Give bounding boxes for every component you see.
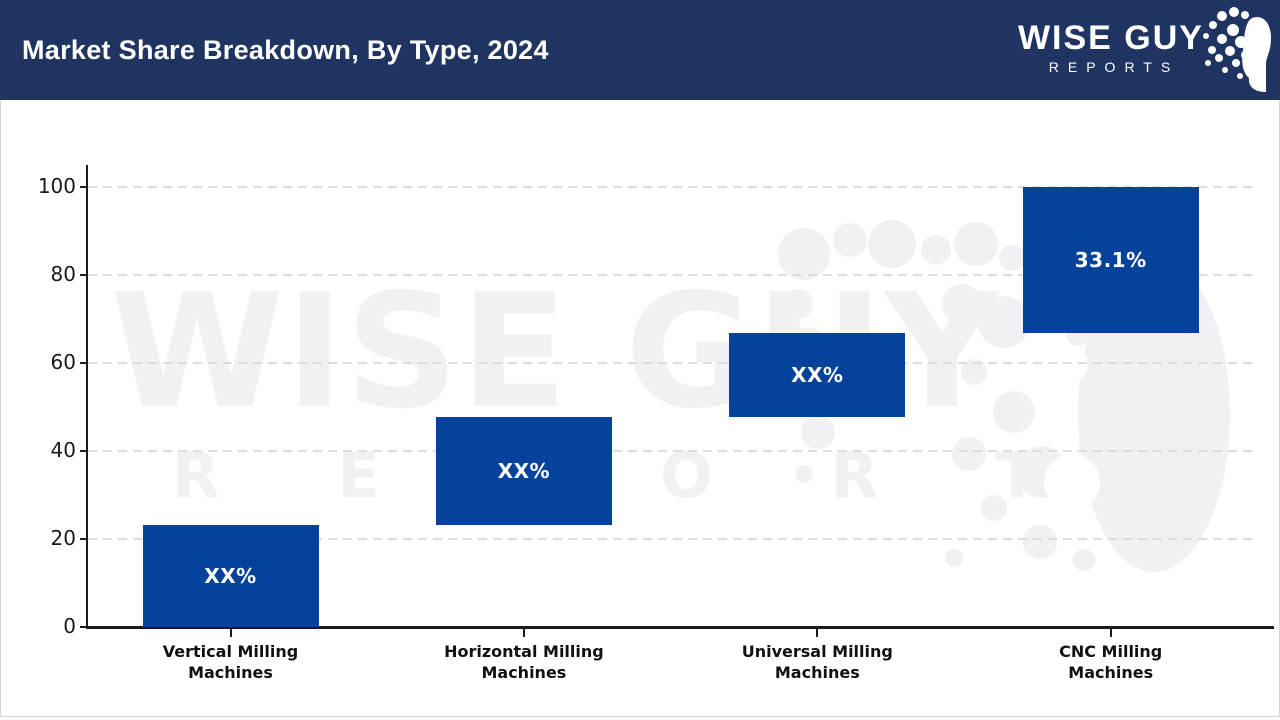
x-tick xyxy=(1109,629,1112,637)
brand-logo: WISE GUY REPORTS xyxy=(1014,6,1272,94)
bar-segment: 33.1% xyxy=(1022,187,1199,333)
y-tick xyxy=(80,538,87,540)
header-bar: Market Share Breakdown, By Type, 2024 WI… xyxy=(0,0,1280,100)
bar-segment: XX% xyxy=(729,332,906,418)
gridline-y60 xyxy=(88,362,1258,364)
x-axis-line xyxy=(86,626,1274,629)
gridline-y80 xyxy=(88,274,1258,276)
bar-value-label: 33.1% xyxy=(1074,247,1147,272)
category-label: Universal Milling Machines xyxy=(741,642,893,682)
category-label: Vertical Milling Machines xyxy=(162,642,299,682)
bar-value-label: XX% xyxy=(791,362,844,387)
gridline-y20 xyxy=(88,538,1258,540)
category-label: CNC Milling Machines xyxy=(1059,642,1163,682)
watermark-face-dots-graphic xyxy=(778,220,1230,572)
y-tick-label: 100 xyxy=(37,174,76,198)
bar-value-label: XX% xyxy=(204,563,257,588)
x-tick xyxy=(522,629,525,637)
x-tick xyxy=(816,629,819,637)
brand-name: WISE GUY xyxy=(1017,19,1204,57)
y-tick-label: 60 xyxy=(50,350,76,374)
y-tick-label: 40 xyxy=(50,438,76,462)
bar-segment: XX% xyxy=(142,524,319,627)
y-axis-line xyxy=(86,165,88,629)
x-tick xyxy=(229,629,232,637)
category-label: Horizontal Milling Machines xyxy=(444,642,604,682)
bar-value-label: XX% xyxy=(497,459,551,483)
bar-segment: XX% xyxy=(435,417,612,525)
y-tick-label: 0 xyxy=(63,614,76,638)
y-tick xyxy=(80,362,87,364)
gridline-y100 xyxy=(88,186,1258,188)
y-tick xyxy=(80,274,87,276)
y-tick-label: 20 xyxy=(50,526,76,550)
y-tick xyxy=(80,186,87,188)
brand-subname: REPORTS xyxy=(1048,59,1180,75)
gridline-y40 xyxy=(88,450,1258,452)
y-tick-label: 80 xyxy=(50,262,76,286)
chart-title: Market Share Breakdown, By Type, 2024 xyxy=(22,34,549,65)
y-tick xyxy=(80,626,87,628)
y-tick xyxy=(80,450,87,452)
brand-face-icon xyxy=(1203,7,1271,92)
